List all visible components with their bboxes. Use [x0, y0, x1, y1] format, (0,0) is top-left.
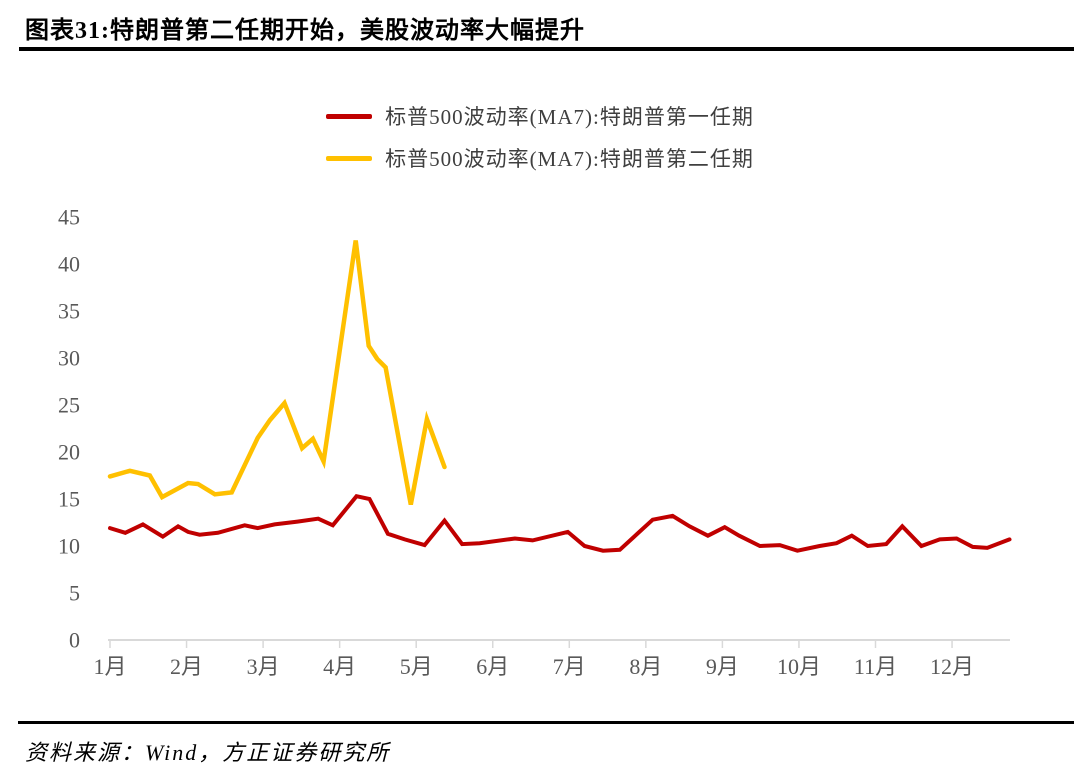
page-title: 图表31:特朗普第二任期开始，美股波动率大幅提升: [25, 18, 585, 44]
y-axis-label: 15: [58, 487, 80, 512]
x-axis-label: 12月: [930, 654, 974, 679]
y-axis-label: 40: [58, 252, 80, 277]
legend-item-second-term: 标普500波动率(MA7):特朗普第二任期: [326, 144, 754, 172]
x-axis-label: 6月: [476, 654, 509, 679]
x-axis-label: 11月: [854, 654, 897, 679]
x-axis-label: 8月: [629, 654, 662, 679]
bottom-rule: [18, 721, 1074, 724]
y-axis-label: 25: [58, 393, 80, 418]
y-axis-label: 0: [69, 628, 80, 653]
y-axis-label: 5: [69, 581, 80, 606]
legend-label-first-term: 标普500波动率(MA7):特朗普第一任期: [385, 105, 754, 129]
x-axis-label: 5月: [400, 654, 433, 679]
x-axis-label: 3月: [247, 654, 280, 679]
legend-line-sample-first-term: [326, 113, 373, 119]
x-axis-label: 9月: [706, 654, 739, 679]
x-axis-label: 1月: [93, 654, 126, 679]
x-axis-label: 10月: [777, 654, 821, 679]
y-axis-label: 10: [58, 534, 80, 559]
y-axis-label: 35: [58, 299, 80, 324]
x-axis-label: 2月: [170, 654, 203, 679]
x-axis-label: 4月: [323, 654, 356, 679]
title-rule: [19, 47, 1074, 51]
source-note: 资料来源：Wind，方正证券研究所: [25, 740, 391, 765]
x-axis-label: 7月: [553, 654, 586, 679]
y-axis-label: 20: [58, 440, 80, 465]
chart-legend: 标普500波动率(MA7):特朗普第一任期 标普500波动率(MA7):特朗普第…: [0, 102, 1080, 172]
y-axis-label: 30: [58, 346, 80, 371]
legend-item-first-term: 标普500波动率(MA7):特朗普第一任期: [326, 102, 754, 130]
legend-line-sample-second-term: [326, 155, 373, 161]
legend-label-second-term: 标普500波动率(MA7):特朗普第二任期: [385, 147, 754, 171]
y-axis-label: 45: [58, 205, 80, 230]
series-line-second-term: [107, 240, 447, 506]
series-line-first-term: [108, 493, 1012, 553]
